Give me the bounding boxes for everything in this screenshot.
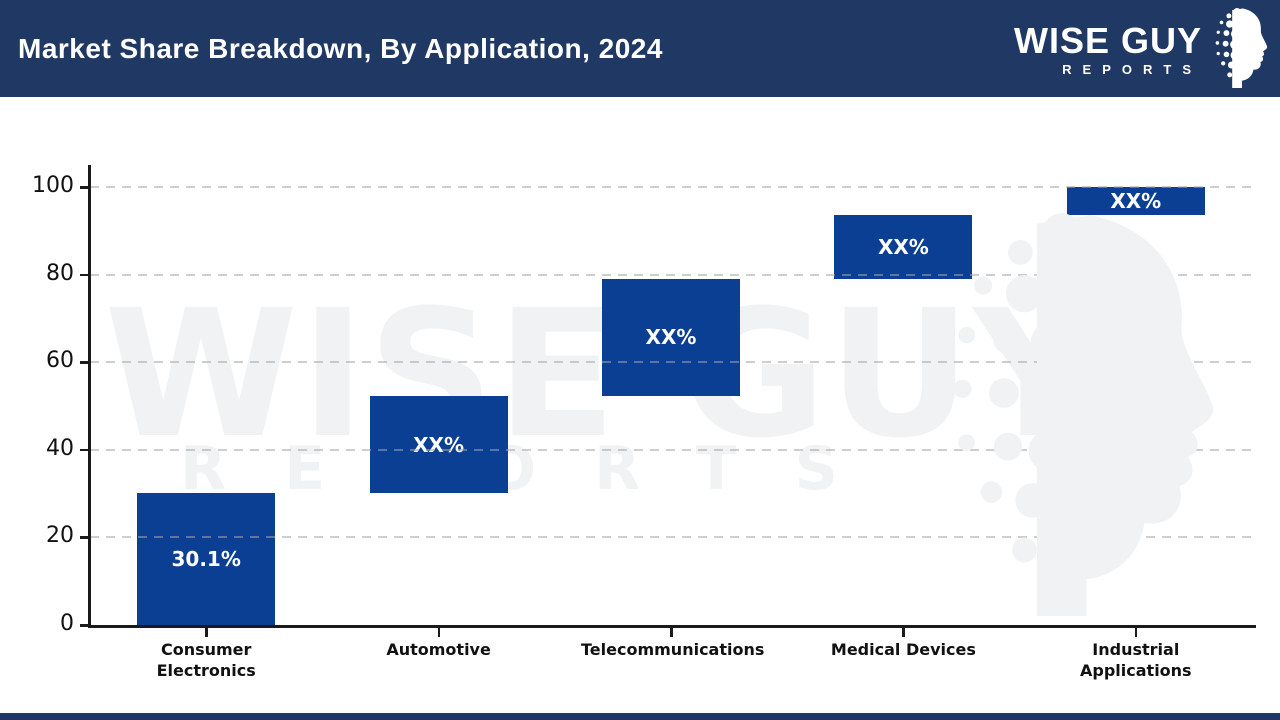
brand-subname: REPORTS: [1062, 62, 1202, 77]
y-tick-mark: [80, 186, 89, 189]
bar-segment: XX%: [1066, 187, 1205, 216]
bar-value-label: XX%: [413, 432, 465, 457]
x-tick-mark: [902, 628, 905, 637]
bar-value-label: XX%: [1110, 189, 1162, 214]
bar-segment: XX%: [602, 278, 740, 396]
gridline: [90, 361, 1252, 364]
x-category-label: Medical Devices: [830, 640, 976, 659]
x-category-label: Automotive: [386, 640, 491, 659]
y-tick-mark: [80, 624, 89, 627]
y-tick-label: 20: [46, 523, 74, 549]
brand-logo: WISE GUY REPORTS: [1014, 6, 1270, 88]
y-tick-label: 0: [60, 611, 74, 636]
y-tick-label: 40: [46, 435, 74, 461]
header-bar: Market Share Breakdown, By Application, …: [0, 0, 1280, 97]
y-axis-line: [88, 165, 91, 628]
brand-logo-text: WISE GUY REPORTS: [1013, 20, 1202, 78]
x-category-label: Consumer Electronics: [156, 640, 256, 680]
watermark-face-icon: [953, 213, 1214, 617]
y-tick-mark: [80, 536, 89, 539]
bar-value-label: 30.1%: [171, 547, 241, 572]
bar-segment: 30.1%: [137, 493, 276, 625]
y-tick-mark: [80, 448, 89, 452]
gridline: [90, 448, 1252, 451]
gridline: [90, 186, 1252, 189]
gridline: [90, 273, 1252, 276]
page-title: Market Share Breakdown, By Application, …: [18, 32, 663, 64]
bar-segment: XX%: [834, 215, 973, 279]
y-tick-mark: [80, 273, 89, 277]
bar-segment: XX%: [369, 396, 508, 494]
y-tick-label: 80: [46, 260, 74, 286]
y-tick-label: 100: [32, 173, 74, 199]
bar-value-label: XX%: [645, 325, 697, 350]
gridline: [90, 536, 1252, 539]
y-tick-mark: [80, 361, 89, 364]
y-tick-label: 60: [46, 348, 74, 374]
x-category-label: Telecommunications: [581, 640, 765, 659]
footer-bar: [0, 713, 1280, 720]
x-tick-mark: [1134, 628, 1138, 637]
brand-name: WISE GUY: [1013, 20, 1202, 61]
bar-value-label: XX%: [877, 234, 929, 259]
x-tick-mark: [437, 628, 441, 637]
x-category-label: Industrial Applications: [1080, 640, 1192, 680]
x-tick-mark: [205, 628, 208, 637]
face-profile-icon: [1215, 8, 1268, 88]
x-axis-line: [88, 625, 1256, 628]
x-tick-mark: [670, 628, 673, 637]
